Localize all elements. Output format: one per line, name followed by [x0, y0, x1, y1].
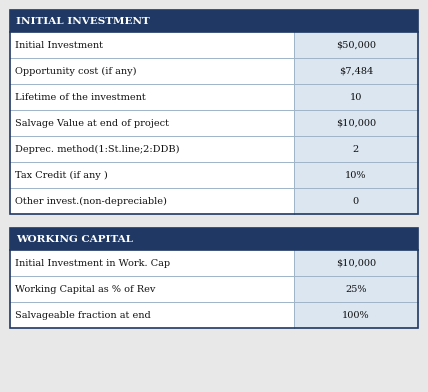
Text: 0: 0	[353, 196, 359, 205]
Bar	[10, 162, 294, 188]
Text: 2: 2	[353, 145, 359, 154]
Text: WORKING CAPITAL: WORKING CAPITAL	[16, 234, 133, 243]
Bar	[294, 250, 418, 276]
Bar	[294, 84, 418, 110]
Bar	[10, 32, 294, 58]
Text: Salvage Value at end of project: Salvage Value at end of project	[15, 118, 169, 127]
Text: INITIAL INVESTMENT: INITIAL INVESTMENT	[16, 16, 150, 25]
Bar	[10, 250, 294, 276]
Text: $10,000: $10,000	[336, 258, 376, 267]
Text: Deprec. method(1:St.line;2:DDB): Deprec. method(1:St.line;2:DDB)	[15, 144, 179, 154]
Bar	[294, 136, 418, 162]
Bar	[10, 10, 418, 32]
Text: 10%: 10%	[345, 171, 366, 180]
Text: Lifetime of the investment: Lifetime of the investment	[15, 93, 146, 102]
Bar	[294, 32, 418, 58]
Bar	[10, 84, 294, 110]
Text: $7,484: $7,484	[339, 67, 373, 76]
Text: Salvageable fraction at end: Salvageable fraction at end	[15, 310, 151, 319]
Bar	[294, 162, 418, 188]
Text: Other invest.(non-depreciable): Other invest.(non-depreciable)	[15, 196, 167, 205]
Bar	[294, 302, 418, 328]
Text: Opportunity cost (if any): Opportunity cost (if any)	[15, 66, 137, 76]
Bar	[294, 188, 418, 214]
Bar	[10, 302, 294, 328]
Bar	[294, 58, 418, 84]
Text: Initial Investment: Initial Investment	[15, 40, 103, 49]
Bar	[294, 276, 418, 302]
Text: Initial Investment in Work. Cap: Initial Investment in Work. Cap	[15, 258, 170, 267]
Text: $10,000: $10,000	[336, 118, 376, 127]
Text: Working Capital as % of Rev: Working Capital as % of Rev	[15, 285, 155, 294]
Text: 10: 10	[350, 93, 362, 102]
Bar	[10, 188, 294, 214]
Text: $50,000: $50,000	[336, 40, 376, 49]
Bar	[10, 228, 418, 328]
Bar	[10, 110, 294, 136]
Bar	[10, 276, 294, 302]
Bar	[10, 136, 294, 162]
Bar	[294, 110, 418, 136]
Bar	[10, 228, 418, 250]
Text: 25%: 25%	[345, 285, 366, 294]
Bar	[10, 10, 418, 214]
Text: Tax Credit (if any ): Tax Credit (if any )	[15, 171, 108, 180]
Text: 100%: 100%	[342, 310, 370, 319]
Bar	[10, 58, 294, 84]
